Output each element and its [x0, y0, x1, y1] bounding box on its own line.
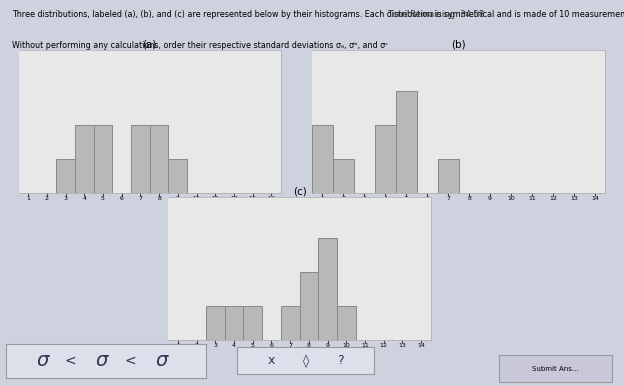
Bar — [56, 159, 75, 193]
Bar — [396, 91, 417, 193]
Text: ◊: ◊ — [303, 354, 309, 368]
Bar — [318, 238, 337, 340]
Bar — [168, 159, 187, 193]
Bar — [375, 125, 396, 193]
Title: (a): (a) — [142, 39, 157, 49]
Text: Three distributions, labeled (a), (b), and (c) are represented below by their hi: Three distributions, labeled (a), (b), a… — [12, 10, 624, 19]
Text: <: < — [124, 354, 136, 368]
Text: σ: σ — [96, 351, 109, 371]
Bar — [312, 125, 333, 193]
Bar — [300, 272, 318, 340]
Text: x: x — [268, 354, 275, 367]
Bar — [225, 306, 243, 340]
Bar — [131, 125, 150, 193]
Bar — [437, 159, 459, 193]
Bar — [281, 306, 300, 340]
Text: Submit Ans...: Submit Ans... — [532, 366, 578, 372]
Bar — [150, 125, 168, 193]
Bar — [94, 125, 112, 193]
Text: σ: σ — [156, 351, 168, 371]
Title: (c): (c) — [293, 186, 306, 196]
Bar — [243, 306, 262, 340]
Title: (b): (b) — [451, 39, 466, 49]
Text: ?: ? — [337, 354, 343, 367]
Bar — [333, 159, 354, 193]
Text: Time Remaining  34:58: Time Remaining 34:58 — [387, 10, 484, 19]
Text: <: < — [64, 354, 76, 368]
Bar — [206, 306, 225, 340]
Bar — [337, 306, 356, 340]
Text: σ: σ — [36, 351, 49, 371]
Text: Without performing any calculations, order their respective standard deviations : Without performing any calculations, ord… — [12, 41, 389, 49]
Bar — [75, 125, 94, 193]
